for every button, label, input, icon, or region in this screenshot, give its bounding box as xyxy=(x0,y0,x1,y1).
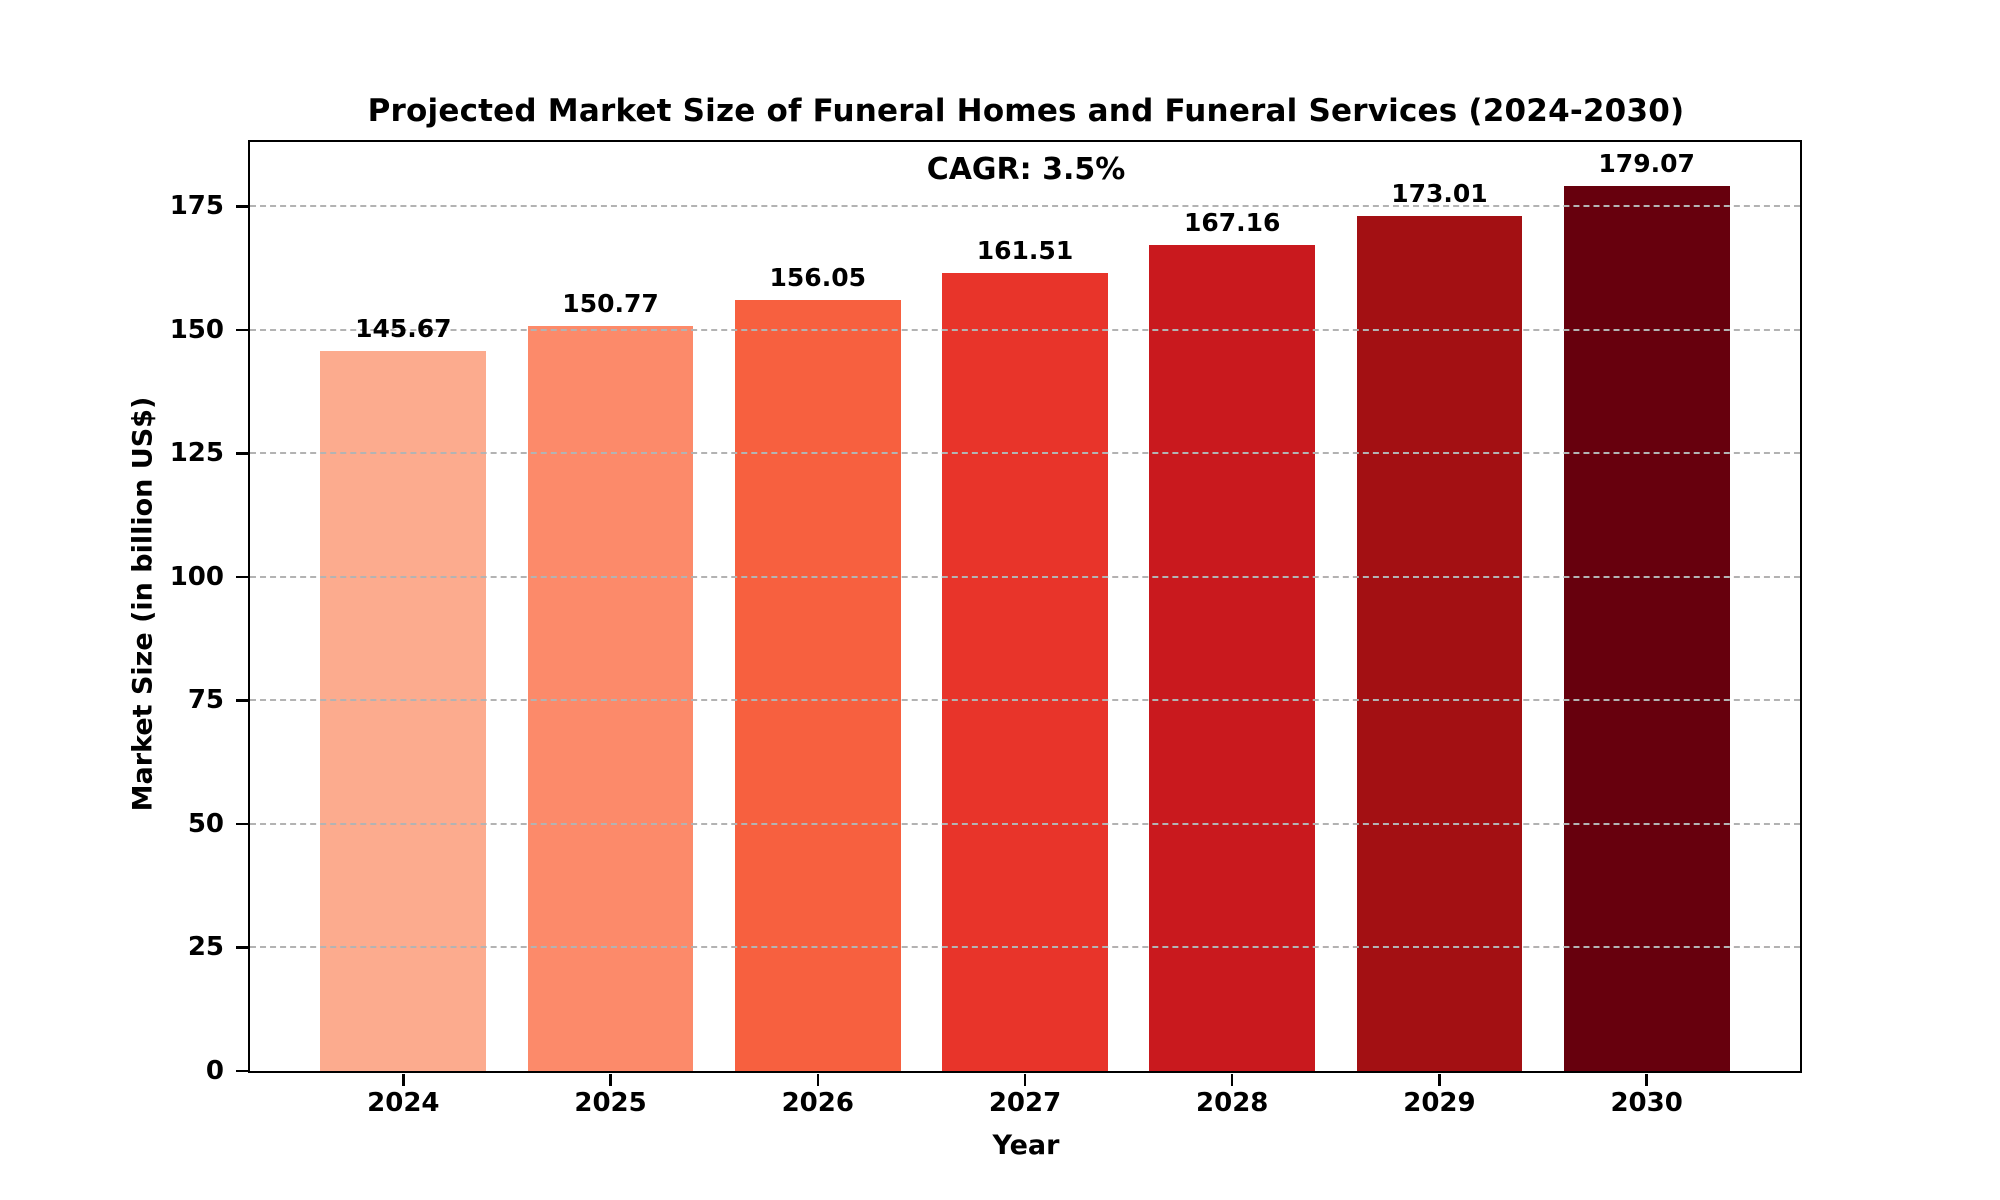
x-tick-mark-2026 xyxy=(816,1074,820,1086)
x-tick-mark-2029 xyxy=(1438,1074,1441,1086)
y-tick-label-0: 0 xyxy=(205,1056,224,1086)
bar-value-label-2029: 173.01 xyxy=(1391,179,1488,209)
gridline-75 xyxy=(250,699,1800,702)
y-tick-label-50: 50 xyxy=(187,808,224,839)
bar-2024 xyxy=(320,351,487,1071)
y-tick-mark-50 xyxy=(235,822,248,826)
x-tick-mark-2028 xyxy=(1230,1074,1234,1086)
y-tick-mark-25 xyxy=(235,946,248,949)
bar-value-label-2027: 161.51 xyxy=(976,235,1074,265)
gridline-100 xyxy=(250,575,1800,578)
y-tick-mark-100 xyxy=(235,575,248,579)
bar-2027 xyxy=(942,272,1108,1071)
y-tick-label-125: 125 xyxy=(169,438,224,469)
x-tick-mark-2025 xyxy=(609,1074,612,1086)
x-tick-label-2027: 2027 xyxy=(988,1088,1062,1118)
x-tick-label-2029: 2029 xyxy=(1403,1088,1476,1118)
gridline-50 xyxy=(250,822,1800,825)
bar-2029 xyxy=(1356,216,1523,1071)
x-tick-mark-2030 xyxy=(1645,1074,1648,1086)
bar-value-label-2030: 179.07 xyxy=(1598,149,1695,179)
x-tick-mark-2027 xyxy=(1023,1074,1027,1086)
gridline-150 xyxy=(250,328,1800,331)
gridline-175 xyxy=(250,205,1800,208)
y-tick-label-175: 175 xyxy=(169,191,224,222)
x-tick-label-2024: 2024 xyxy=(367,1088,440,1118)
x-axis-label: Year xyxy=(992,1130,1060,1161)
bar-value-label-2025: 150.77 xyxy=(562,289,659,319)
y-tick-mark-150 xyxy=(235,328,248,332)
y-axis-label: Market Size (in billion US$) xyxy=(127,396,159,812)
y-tick-mark-0 xyxy=(235,1069,248,1073)
x-tick-label-2025: 2025 xyxy=(574,1088,647,1118)
chart-title: Projected Market Size of Funeral Homes a… xyxy=(367,93,1685,129)
bar-2026 xyxy=(734,299,901,1071)
bar-value-label-2028: 167.16 xyxy=(1183,208,1281,238)
y-tick-mark-75 xyxy=(235,699,248,702)
x-tick-label-2026: 2026 xyxy=(781,1088,854,1118)
y-tick-label-150: 150 xyxy=(169,314,224,345)
y-tick-label-75: 75 xyxy=(187,685,224,716)
bar-value-label-2024: 145.67 xyxy=(355,314,452,344)
cagr-annotation: CAGR: 3.5% xyxy=(926,152,1126,187)
bar-value-label-2026: 156.05 xyxy=(769,262,866,292)
gridline-125 xyxy=(250,452,1800,455)
y-tick-mark-175 xyxy=(235,205,248,208)
y-tick-mark-125 xyxy=(235,452,248,455)
y-tick-label-100: 100 xyxy=(169,561,224,592)
gridline-25 xyxy=(250,946,1800,949)
plot-area: 0 25 50 75 100 125 150 175 145.67 2024 150.77 2025 1… xyxy=(170,140,1802,1118)
x-tick-mark-2024 xyxy=(402,1074,405,1086)
x-tick-label-2028: 2028 xyxy=(1196,1088,1269,1118)
y-tick-label-25: 25 xyxy=(187,932,224,963)
bar-2028 xyxy=(1149,245,1316,1071)
x-tick-label-2030: 2030 xyxy=(1610,1088,1683,1118)
bar-2030 xyxy=(1563,186,1730,1071)
